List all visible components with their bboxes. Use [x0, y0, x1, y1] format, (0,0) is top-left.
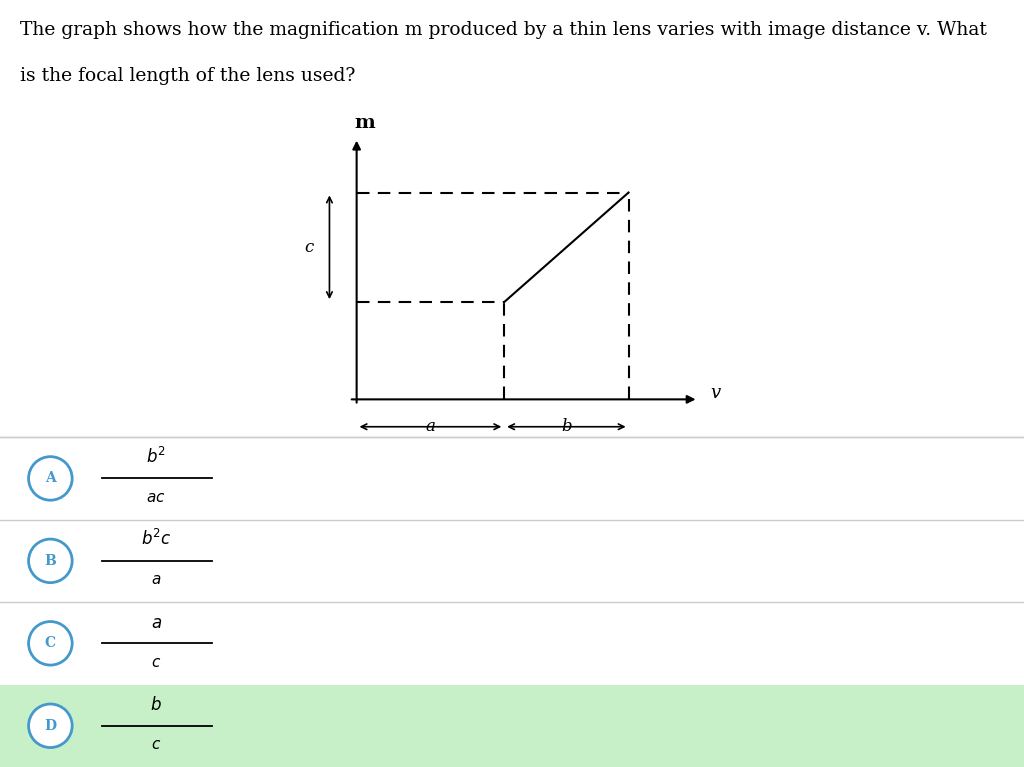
- Text: $a$: $a$: [151, 572, 162, 588]
- Text: $c$: $c$: [152, 737, 161, 752]
- Text: a: a: [426, 418, 435, 435]
- Circle shape: [29, 704, 72, 748]
- Text: m: m: [354, 114, 375, 132]
- Text: v: v: [710, 384, 720, 402]
- Text: $ac$: $ac$: [146, 490, 166, 505]
- Circle shape: [29, 456, 72, 500]
- Text: D: D: [44, 719, 56, 732]
- Circle shape: [29, 539, 72, 583]
- Text: $b^{2}c$: $b^{2}c$: [140, 529, 172, 549]
- Text: $c$: $c$: [152, 655, 161, 670]
- Text: c: c: [305, 239, 314, 255]
- Text: $b^{2}$: $b^{2}$: [146, 447, 166, 467]
- Text: $a$: $a$: [151, 614, 162, 632]
- Text: B: B: [44, 554, 56, 568]
- Text: A: A: [45, 472, 55, 486]
- Text: is the focal length of the lens used?: is the focal length of the lens used?: [20, 67, 355, 85]
- Text: b: b: [561, 418, 571, 435]
- Text: The graph shows how the magnification m produced by a thin lens varies with imag: The graph shows how the magnification m …: [20, 21, 987, 39]
- Circle shape: [29, 621, 72, 665]
- Text: C: C: [45, 637, 56, 650]
- Text: $b$: $b$: [151, 696, 162, 714]
